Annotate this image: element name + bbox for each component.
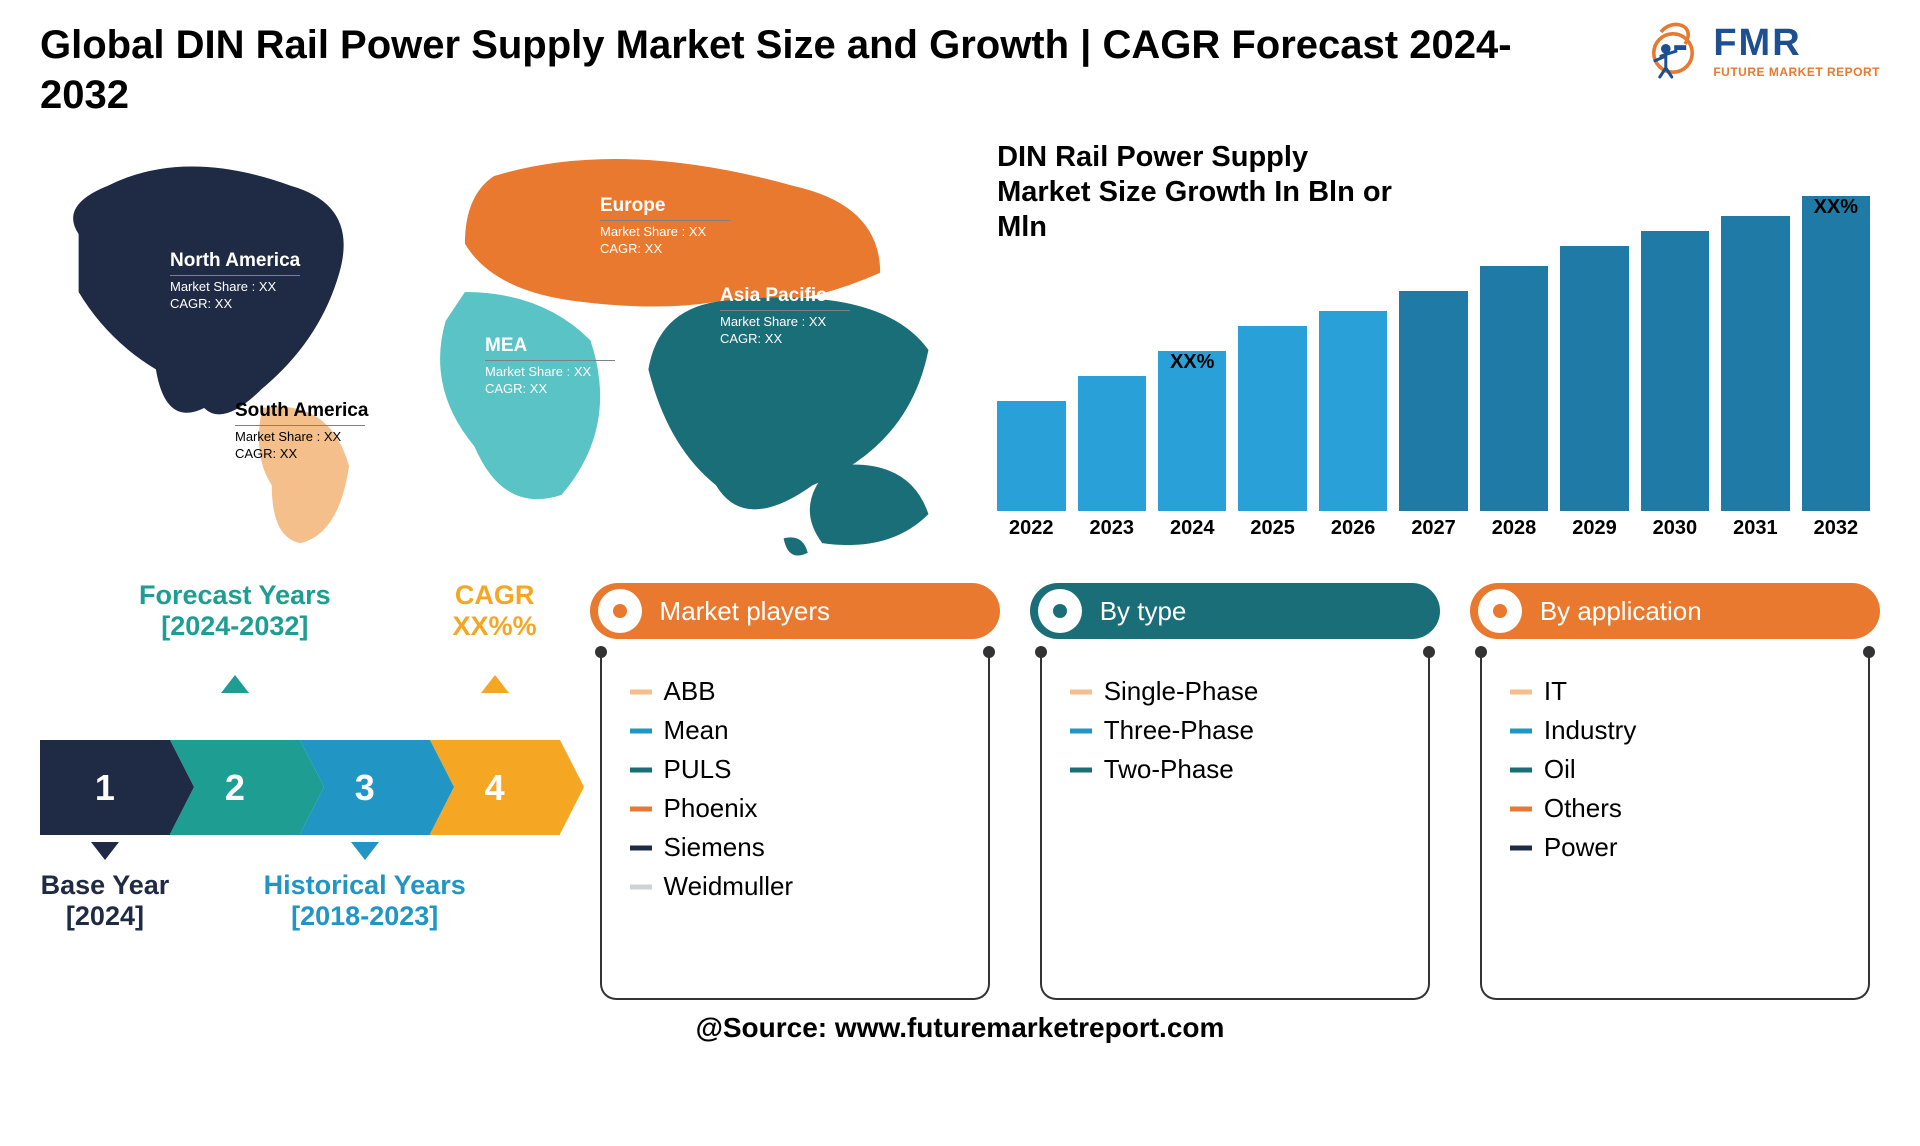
chart-bar: 2031 (1721, 216, 1789, 540)
segment-header: By type (1030, 580, 1440, 642)
segment-market-players: Market players ABBMeanPULSPhoenixSiemens… (590, 580, 1000, 1000)
timeline-diagram: Forecast Years[2024-2032]CAGRXX%% 1234 B… (40, 580, 560, 1000)
region-mea-name: MEA (485, 335, 527, 356)
chart-bar: 2025 (1238, 326, 1306, 540)
segment-list-item: Weidmuller (630, 867, 968, 906)
chart-bar-year: 2028 (1492, 517, 1537, 540)
segment-title: Market players (590, 583, 1000, 639)
region-mea-cagr: CAGR: XX (485, 381, 615, 398)
segment-list-item: Power (1510, 828, 1848, 867)
chart-bar: XX% 2024 (1158, 351, 1226, 540)
segment-list-item: Two-Phase (1070, 750, 1408, 789)
timeline-step: 1 (40, 740, 170, 835)
map-region-australia (810, 465, 929, 546)
region-mea-share: Market Share : XX (485, 364, 615, 381)
timeline-top-label: Forecast Years[2024-2032] (125, 580, 345, 642)
chart-bar-year: 2029 (1572, 517, 1617, 540)
segment-list-item: IT (1510, 672, 1848, 711)
pill-dot-icon (1038, 589, 1082, 633)
triangle-down-icon (351, 842, 379, 860)
timeline-bottom-label: Base Year[2024] (0, 870, 225, 932)
segment-title: By application (1470, 583, 1880, 639)
region-sa-share: Market Share : XX (235, 429, 368, 446)
region-sa-cagr: CAGR: XX (235, 446, 368, 463)
region-ap-share: Market Share : XX (720, 314, 850, 331)
region-eu-share: Market Share : XX (600, 224, 730, 241)
chart-bar-year: 2024 (1170, 517, 1215, 540)
chart-bar: 2022 (997, 401, 1065, 540)
segment-list-item: Phoenix (630, 789, 968, 828)
chart-bar: 2023 (1078, 376, 1146, 540)
timeline-bottom-label: Historical Years[2018-2023] (245, 870, 485, 932)
region-na-cagr: CAGR: XX (170, 296, 300, 313)
logo-text-main: FMR (1713, 22, 1880, 65)
region-sa-name: South America (235, 400, 368, 421)
segment-list-box: ITIndustryOilOthersPower (1480, 648, 1870, 1000)
segment-list-box: ABBMeanPULSPhoenixSiemensWeidmuller (600, 648, 990, 1000)
segment-list-item: Others (1510, 789, 1848, 828)
segment-list-item: Oil (1510, 750, 1848, 789)
chart-bar-year: 2032 (1814, 517, 1859, 540)
segment-by-application: By application ITIndustryOilOthersPower (1470, 580, 1880, 1000)
chart-bar: 2030 (1641, 231, 1709, 540)
growth-bar-chart: DIN Rail Power Supply Market Size Growth… (967, 140, 1880, 560)
chart-bar: 2026 (1319, 311, 1387, 540)
world-map: North America Market Share : XX CAGR: XX… (40, 140, 967, 560)
fmr-logo: FMR FUTURE MARKET REPORT (1643, 20, 1880, 80)
segment-by-type: By type Single-PhaseThree-PhaseTwo-Phase (1030, 580, 1440, 1000)
chart-bar-year: 2025 (1250, 517, 1295, 540)
chart-bar-year: 2026 (1331, 517, 1376, 540)
segment-list-item: ABB (630, 672, 968, 711)
segment-header: By application (1470, 580, 1880, 642)
chart-bar-year: 2031 (1733, 517, 1778, 540)
triangle-up-icon (221, 675, 249, 693)
chart-bar-year: 2023 (1090, 517, 1135, 540)
segment-list-item: Mean (630, 711, 968, 750)
segment-list-item: Siemens (630, 828, 968, 867)
page-title: Global DIN Rail Power Supply Market Size… (40, 20, 1540, 120)
region-ap-name: Asia Pacific (720, 285, 827, 306)
region-na-name: North America (170, 250, 300, 271)
chart-bar-year: 2022 (1009, 517, 1054, 540)
pill-dot-icon (598, 589, 642, 633)
logo-text-sub: FUTURE MARKET REPORT (1713, 65, 1880, 79)
triangle-up-icon (481, 675, 509, 693)
region-eu-name: Europe (600, 195, 665, 216)
chart-bar: 2028 (1480, 266, 1548, 540)
segment-title: By type (1030, 583, 1440, 639)
segment-list-box: Single-PhaseThree-PhaseTwo-Phase (1040, 648, 1430, 1000)
chart-bar-year: 2030 (1653, 517, 1698, 540)
segment-list-item: PULS (630, 750, 968, 789)
chart-bar: 2029 (1560, 246, 1628, 540)
region-ap-cagr: CAGR: XX (720, 331, 850, 348)
segment-list-item: Three-Phase (1070, 711, 1408, 750)
chart-bar: XX% 2032 (1802, 196, 1870, 540)
region-eu-cagr: CAGR: XX (600, 241, 730, 258)
logo-globe-icon (1643, 20, 1703, 80)
chart-bar-year: 2027 (1411, 517, 1456, 540)
chart-bar: 2027 (1399, 291, 1467, 540)
timeline-top-label: CAGRXX%% (385, 580, 605, 642)
triangle-down-icon (91, 842, 119, 860)
pill-dot-icon (1478, 589, 1522, 633)
segment-list-item: Industry (1510, 711, 1848, 750)
segment-list-item: Single-Phase (1070, 672, 1408, 711)
segment-header: Market players (590, 580, 1000, 642)
source-attribution: @Source: www.futuremarketreport.com (40, 1012, 1880, 1044)
region-na-share: Market Share : XX (170, 279, 300, 296)
